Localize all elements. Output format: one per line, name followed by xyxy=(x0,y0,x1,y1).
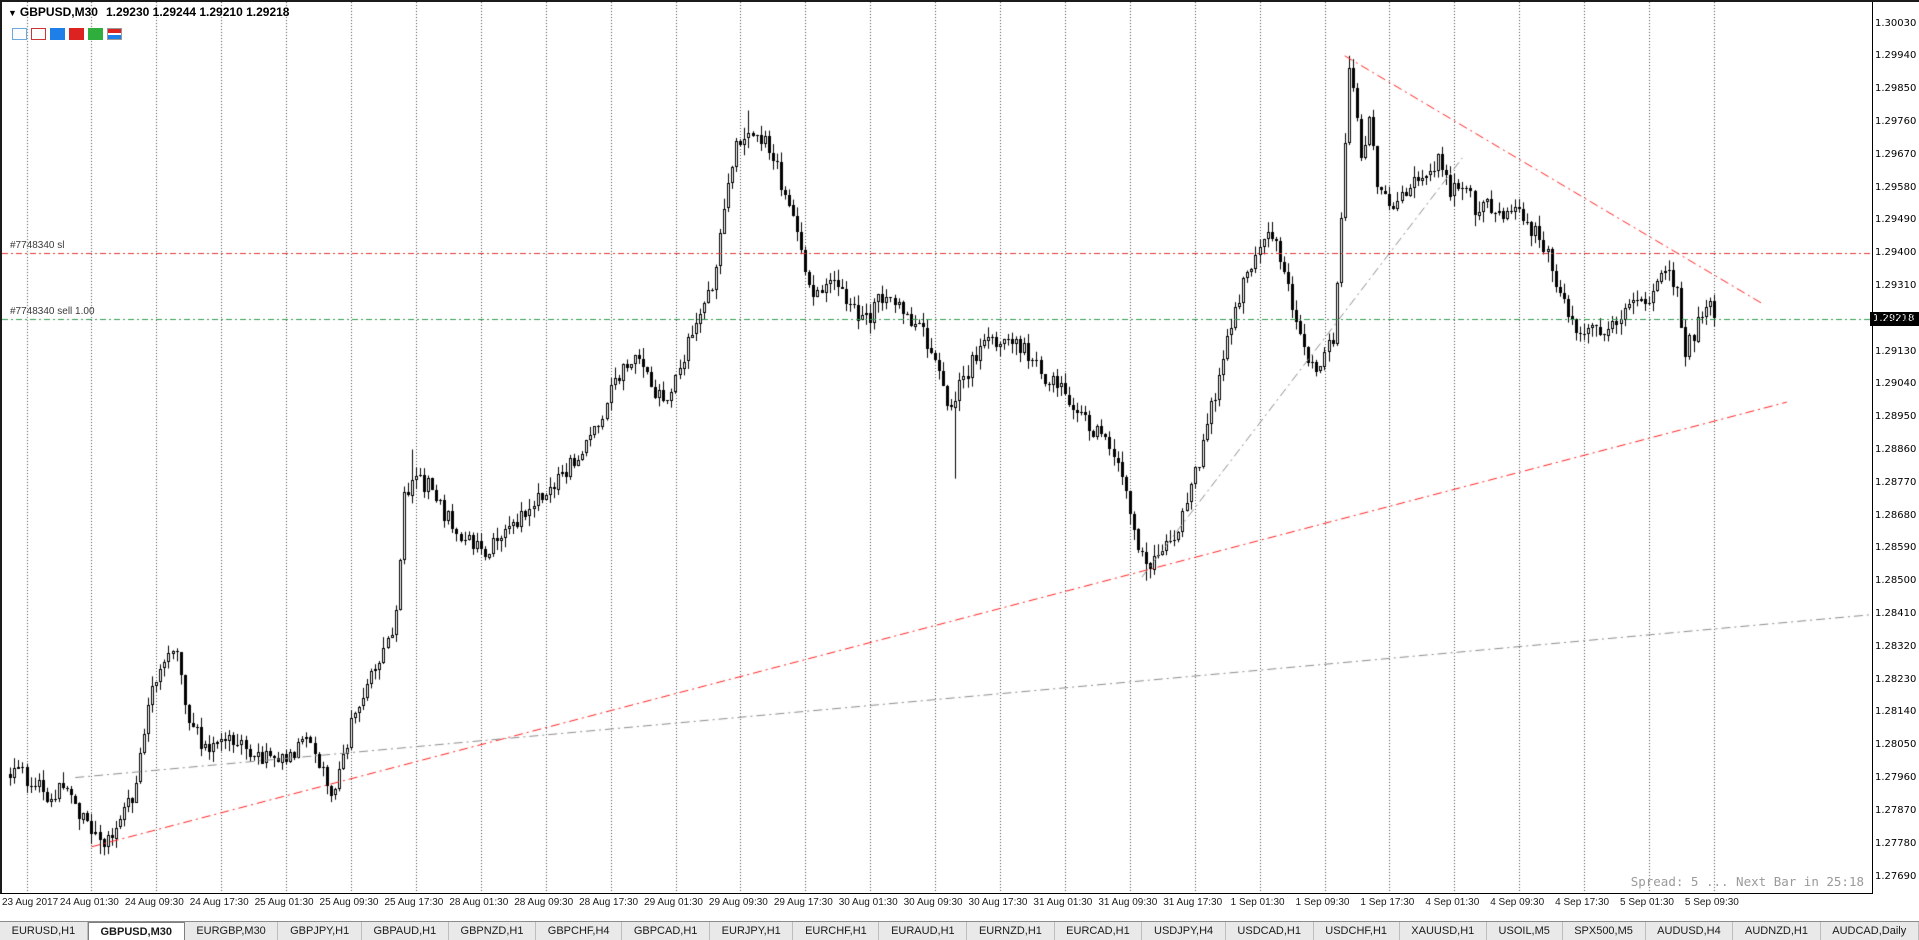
time-label: 25 Aug 09:30 xyxy=(319,897,379,908)
price-tick: 1.28590 xyxy=(1875,542,1917,554)
sell-order-line-label: #7748340 sell 1.00 xyxy=(10,305,95,317)
chart-selector-icon[interactable]: ▼ xyxy=(8,8,17,18)
tab-usdjpy-h4[interactable]: USDJPY,H4 xyxy=(1142,922,1226,940)
price-tick: 1.29130 xyxy=(1875,345,1917,357)
tab-usdchf-h1[interactable]: USDCHF,H1 xyxy=(1313,922,1400,940)
time-label: 4 Sep 09:30 xyxy=(1490,897,1545,908)
tab-eurcad-h1[interactable]: EURCAD,H1 xyxy=(1054,922,1143,940)
tab-audusd-h4[interactable]: AUDUSD,H4 xyxy=(1645,922,1734,940)
tab-gbpcad-h1[interactable]: GBPCAD,H1 xyxy=(622,922,711,940)
price-tick: 1.28230 xyxy=(1875,673,1917,685)
blue-square[interactable] xyxy=(50,28,65,40)
price-tick: 1.27780 xyxy=(1875,837,1917,849)
price-tick: 1.29670 xyxy=(1875,148,1917,160)
green-square[interactable] xyxy=(88,28,103,40)
time-label: 31 Aug 01:30 xyxy=(1033,897,1093,908)
time-label: 29 Aug 09:30 xyxy=(708,897,768,908)
price-tick: 1.28770 xyxy=(1875,476,1917,488)
time-label: 24 Aug 17:30 xyxy=(189,897,249,908)
price-tick: 1.29760 xyxy=(1875,115,1917,127)
tab-gbpjpy-h1[interactable]: GBPJPY,H1 xyxy=(278,922,362,940)
time-label: 24 Aug 01:30 xyxy=(59,897,119,908)
price-tick: 1.28860 xyxy=(1875,444,1917,455)
time-label: 4 Sep 17:30 xyxy=(1555,897,1610,908)
price-tick: 1.28140 xyxy=(1875,706,1917,718)
chart-symbol-title: GBPUSD,M30 xyxy=(19,5,98,19)
price-tick: 1.28050 xyxy=(1875,739,1917,751)
tab-eurusd-h1[interactable]: EURUSD,H1 xyxy=(0,922,88,940)
tab-eurgbp-m30[interactable]: EURGBP,M30 xyxy=(184,922,279,940)
stoploss-line-label: #7748340 sl xyxy=(10,239,65,251)
chart-plot-area[interactable]: ▼ GBPUSD,M30 1.29230 1.29244 1.29210 1.292… xyxy=(0,2,1873,894)
red-blue-striped-square[interactable] xyxy=(107,28,122,40)
tab-audcad-daily[interactable]: AUDCAD,Daily xyxy=(1820,922,1919,940)
tab-gbpchf-h4[interactable]: GBPCHF,H4 xyxy=(536,922,623,940)
tab-gbpusd-m30[interactable]: GBPUSD,M30 xyxy=(87,922,185,940)
price-tick: 1.29940 xyxy=(1875,50,1917,62)
chart-ohlc-values: 1.29230 1.29244 1.29210 1.29218 xyxy=(105,5,290,19)
time-label: 30 Aug 09:30 xyxy=(903,897,963,908)
price-tick: 1.29220 xyxy=(1875,312,1917,324)
tab-audnzd-h1[interactable]: AUDNZD,H1 xyxy=(1733,922,1821,940)
tab-euraud-h1[interactable]: EURAUD,H1 xyxy=(879,922,968,940)
time-label: 28 Aug 09:30 xyxy=(514,897,574,908)
time-label: 31 Aug 17:30 xyxy=(1163,897,1223,908)
time-label: 1 Sep 01:30 xyxy=(1230,897,1285,908)
tab-eurnzd-h1[interactable]: EURNZD,H1 xyxy=(967,922,1055,940)
time-label: 23 Aug 2017 xyxy=(2,897,59,908)
time-label: 5 Sep 01:30 xyxy=(1620,897,1674,908)
time-label: 29 Aug 01:30 xyxy=(644,897,703,908)
price-tick: 1.28950 xyxy=(1875,411,1917,423)
price-tick: 1.29580 xyxy=(1875,181,1917,193)
time-label: 24 Aug 09:30 xyxy=(124,897,184,908)
time-label: 4 Sep 01:30 xyxy=(1425,897,1480,908)
tab-eurchf-h1[interactable]: EURCHF,H1 xyxy=(793,922,880,940)
price-tick: 1.30030 xyxy=(1875,17,1917,29)
empty-blue-square[interactable] xyxy=(12,28,27,40)
tab-gbpnzd-h1[interactable]: GBPNZD,H1 xyxy=(448,922,537,940)
price-tick: 1.29400 xyxy=(1875,247,1917,259)
time-label: 28 Aug 01:30 xyxy=(449,897,509,908)
chart-canvas[interactable] xyxy=(2,2,1872,893)
empty-red-square[interactable] xyxy=(31,28,46,40)
tab-gbpaud-h1[interactable]: GBPAUD,H1 xyxy=(361,922,449,940)
time-label: 25 Aug 01:30 xyxy=(254,897,314,908)
price-tick: 1.27870 xyxy=(1875,804,1917,816)
tab-usoil-m5[interactable]: USOIL,M5 xyxy=(1486,922,1563,940)
time-label: 31 Aug 09:30 xyxy=(1098,897,1158,908)
price-tick: 1.29040 xyxy=(1875,378,1917,390)
tab-spx500-m5[interactable]: SPX500,M5 xyxy=(1562,922,1646,940)
time-label: 28 Aug 17:30 xyxy=(579,897,639,908)
price-tick: 1.28410 xyxy=(1875,608,1917,620)
price-tick: 1.29490 xyxy=(1875,214,1917,226)
time-label: 29 Aug 17:30 xyxy=(773,897,833,908)
tab-usdcad-h1[interactable]: USDCAD,H1 xyxy=(1225,922,1314,940)
object-color-palette xyxy=(12,28,122,40)
price-tick: 1.29850 xyxy=(1875,83,1917,95)
time-label: 30 Aug 17:30 xyxy=(968,897,1028,908)
current-price-badge: 1.29218 xyxy=(1870,311,1919,326)
price-tick: 1.27960 xyxy=(1875,772,1917,784)
time-label: 25 Aug 17:30 xyxy=(384,897,444,908)
spread-nextbar-text: Spread: 5 ... Next Bar in 25:18 xyxy=(1630,874,1864,889)
chart-tab-bar: EURUSD,H1 GBPUSD,M30 EURGBP,M30 GBPJPY,H1 GB… xyxy=(0,921,1919,940)
price-tick: 1.29310 xyxy=(1875,279,1917,291)
price-tick: 1.28320 xyxy=(1875,640,1917,652)
price-tick: 1.27690 xyxy=(1875,870,1917,882)
tab-eurjpy-h1[interactable]: EURJPY,H1 xyxy=(710,922,794,940)
chart-title-row: ▼ GBPUSD,M30 1.29230 1.29244 1.29210 1.292… xyxy=(8,5,289,19)
price-tick: 1.28680 xyxy=(1875,509,1917,521)
red-square[interactable] xyxy=(69,28,84,40)
time-label: 30 Aug 01:30 xyxy=(838,897,898,908)
time-label: 1 Sep 17:30 xyxy=(1360,897,1415,908)
tab-xauusd-h1[interactable]: XAUUSD,H1 xyxy=(1399,922,1487,940)
price-tick: 1.28500 xyxy=(1875,575,1917,587)
price-axis[interactable]: 1.29218 1.30030 1.29940 1.29850 1.29760 1.29… xyxy=(1870,2,1919,893)
time-label: 1 Sep 09:30 xyxy=(1295,897,1350,908)
time-label: 5 Sep 09:30 xyxy=(1684,897,1739,908)
time-axis[interactable]: 23 Aug 2017 24 Aug 01:30 24 Aug 09:30 24 Au… xyxy=(0,894,1919,921)
